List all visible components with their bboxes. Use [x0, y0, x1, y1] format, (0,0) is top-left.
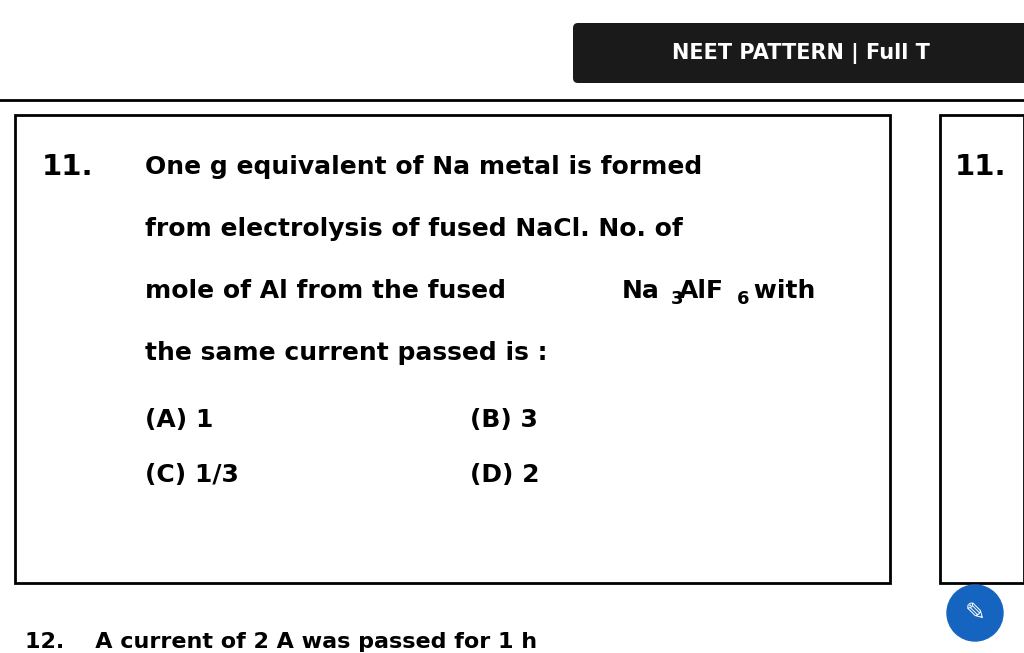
FancyBboxPatch shape	[15, 115, 890, 583]
Text: with: with	[745, 279, 815, 303]
FancyBboxPatch shape	[940, 115, 1024, 583]
Text: 11.: 11.	[955, 153, 1007, 181]
Text: (B) 3: (B) 3	[470, 408, 538, 432]
Text: mole of Al from the fused: mole of Al from the fused	[145, 279, 515, 303]
Text: (D) 2: (D) 2	[470, 463, 540, 487]
Text: the same current passed is :: the same current passed is :	[145, 341, 548, 365]
Text: AlF: AlF	[679, 279, 724, 303]
Circle shape	[947, 585, 1002, 641]
Text: 6: 6	[737, 290, 750, 308]
FancyBboxPatch shape	[573, 23, 1024, 83]
Text: from electrolysis of fused NaCl. No. of: from electrolysis of fused NaCl. No. of	[145, 217, 683, 241]
Text: (A) 1: (A) 1	[145, 408, 213, 432]
Text: 12.    A current of 2 A was passed for 1 h: 12. A current of 2 A was passed for 1 h	[25, 632, 538, 652]
Text: One g equivalent of Na metal is formed: One g equivalent of Na metal is formed	[145, 155, 702, 179]
Text: (C) 1/3: (C) 1/3	[145, 463, 239, 487]
Text: NEET PATTERN | Full T: NEET PATTERN | Full T	[672, 42, 930, 63]
Text: Na: Na	[623, 279, 660, 303]
Text: 3: 3	[671, 290, 683, 308]
Text: ✎: ✎	[965, 601, 985, 625]
Text: 11.: 11.	[42, 153, 93, 181]
